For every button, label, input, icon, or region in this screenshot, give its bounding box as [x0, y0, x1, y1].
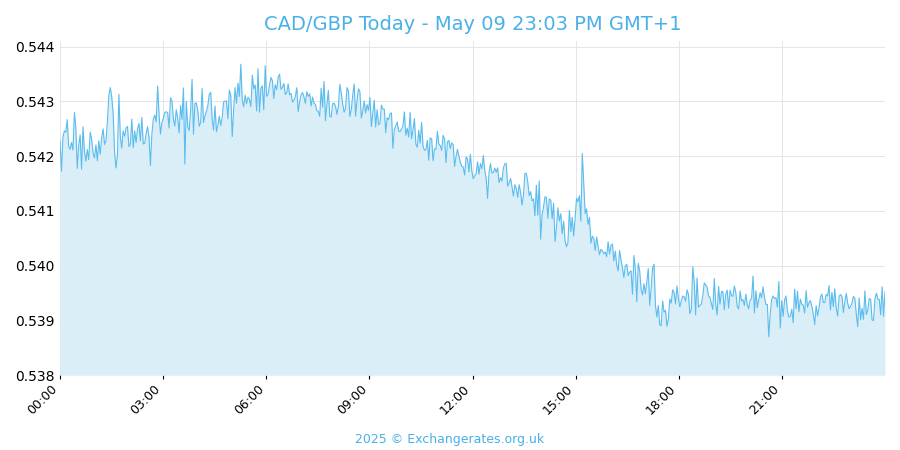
Title: CAD/GBP Today - May 09 23:03 PM GMT+1: CAD/GBP Today - May 09 23:03 PM GMT+1	[264, 15, 681, 34]
Text: 2025 © Exchangerates.org.uk: 2025 © Exchangerates.org.uk	[356, 432, 544, 446]
